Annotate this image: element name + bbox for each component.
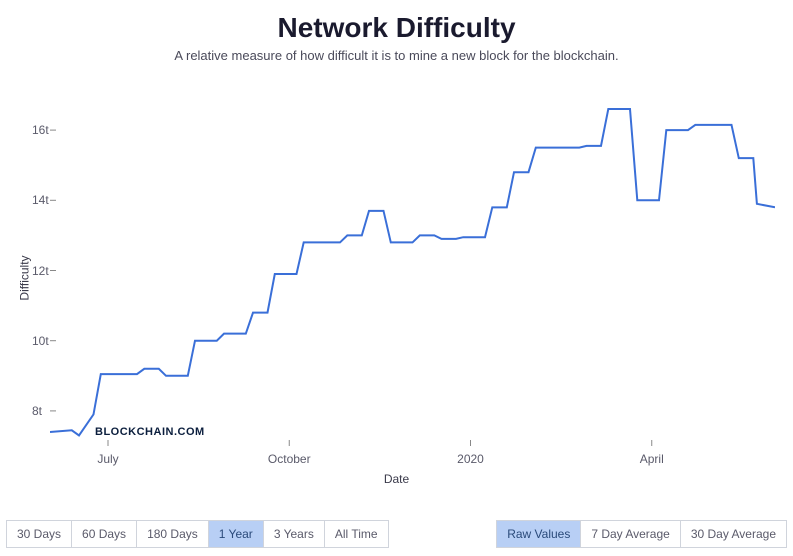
range-button-3-years[interactable]: 3 Years: [264, 520, 325, 548]
x-tick-label: July: [97, 452, 118, 466]
y-tick-label: 14t: [32, 193, 49, 207]
avg-button-30-day-average[interactable]: 30 Day Average: [681, 520, 787, 548]
chart-subtitle: A relative measure of how difficult it i…: [0, 48, 793, 63]
x-axis-label: Date: [384, 472, 409, 486]
time-range-button-group: 30 Days60 Days180 Days1 Year3 YearsAll T…: [6, 520, 389, 548]
x-tick-label: 2020: [457, 452, 484, 466]
range-button-60-days[interactable]: 60 Days: [72, 520, 137, 548]
x-tick-label: October: [268, 452, 311, 466]
avg-button-7-day-average[interactable]: 7 Day Average: [581, 520, 681, 548]
y-tick-label: 10t: [32, 334, 49, 348]
chart-plot-area: [50, 95, 775, 446]
watermark-text: BLOCKCHAIN.COM: [95, 426, 205, 438]
x-tick-label: April: [640, 452, 664, 466]
range-button-180-days[interactable]: 180 Days: [137, 520, 209, 548]
smoothing-button-group: Raw Values7 Day Average30 Day Average: [496, 520, 787, 548]
avg-button-raw-values[interactable]: Raw Values: [496, 520, 581, 548]
y-tick-label: 12t: [32, 264, 49, 278]
difficulty-line: [50, 109, 775, 435]
range-button-all-time[interactable]: All Time: [325, 520, 389, 548]
range-button-30-days[interactable]: 30 Days: [6, 520, 72, 548]
y-tick-label: 16t: [32, 123, 49, 137]
chart-title: Network Difficulty: [0, 12, 793, 44]
y-axis-label: Difficulty: [18, 255, 32, 300]
y-tick-label: 8t: [32, 404, 42, 418]
range-button-1-year[interactable]: 1 Year: [209, 520, 264, 548]
